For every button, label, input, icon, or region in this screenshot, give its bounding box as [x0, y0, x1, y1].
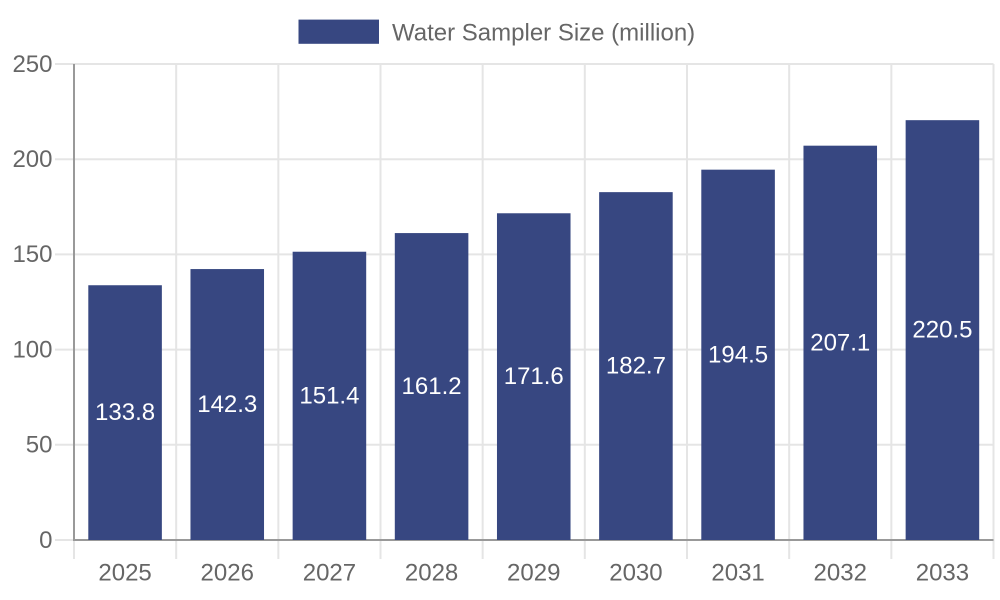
svg-text:150: 150 — [12, 241, 52, 268]
svg-text:2033: 2033 — [916, 560, 969, 587]
svg-text:161.2: 161.2 — [402, 373, 462, 400]
svg-text:50: 50 — [26, 432, 53, 459]
svg-text:0: 0 — [39, 527, 52, 554]
svg-text:250: 250 — [12, 51, 52, 78]
svg-text:194.5: 194.5 — [708, 341, 768, 368]
svg-text:2030: 2030 — [609, 560, 662, 587]
svg-text:133.8: 133.8 — [95, 399, 155, 426]
svg-text:142.3: 142.3 — [197, 391, 257, 418]
svg-text:207.1: 207.1 — [810, 329, 870, 356]
svg-text:151.4: 151.4 — [299, 382, 359, 409]
svg-text:Water Sampler Size (million): Water Sampler Size (million) — [392, 19, 695, 46]
svg-text:2027: 2027 — [303, 560, 356, 587]
svg-text:2031: 2031 — [711, 560, 764, 587]
svg-text:2029: 2029 — [507, 560, 560, 587]
svg-text:2028: 2028 — [405, 560, 458, 587]
svg-text:200: 200 — [12, 146, 52, 173]
svg-text:100: 100 — [12, 336, 52, 363]
svg-text:2025: 2025 — [98, 560, 151, 587]
svg-text:220.5: 220.5 — [912, 317, 972, 344]
svg-text:182.7: 182.7 — [606, 353, 666, 380]
svg-text:2032: 2032 — [814, 560, 867, 587]
svg-text:171.6: 171.6 — [504, 363, 564, 390]
svg-text:2026: 2026 — [201, 560, 254, 587]
